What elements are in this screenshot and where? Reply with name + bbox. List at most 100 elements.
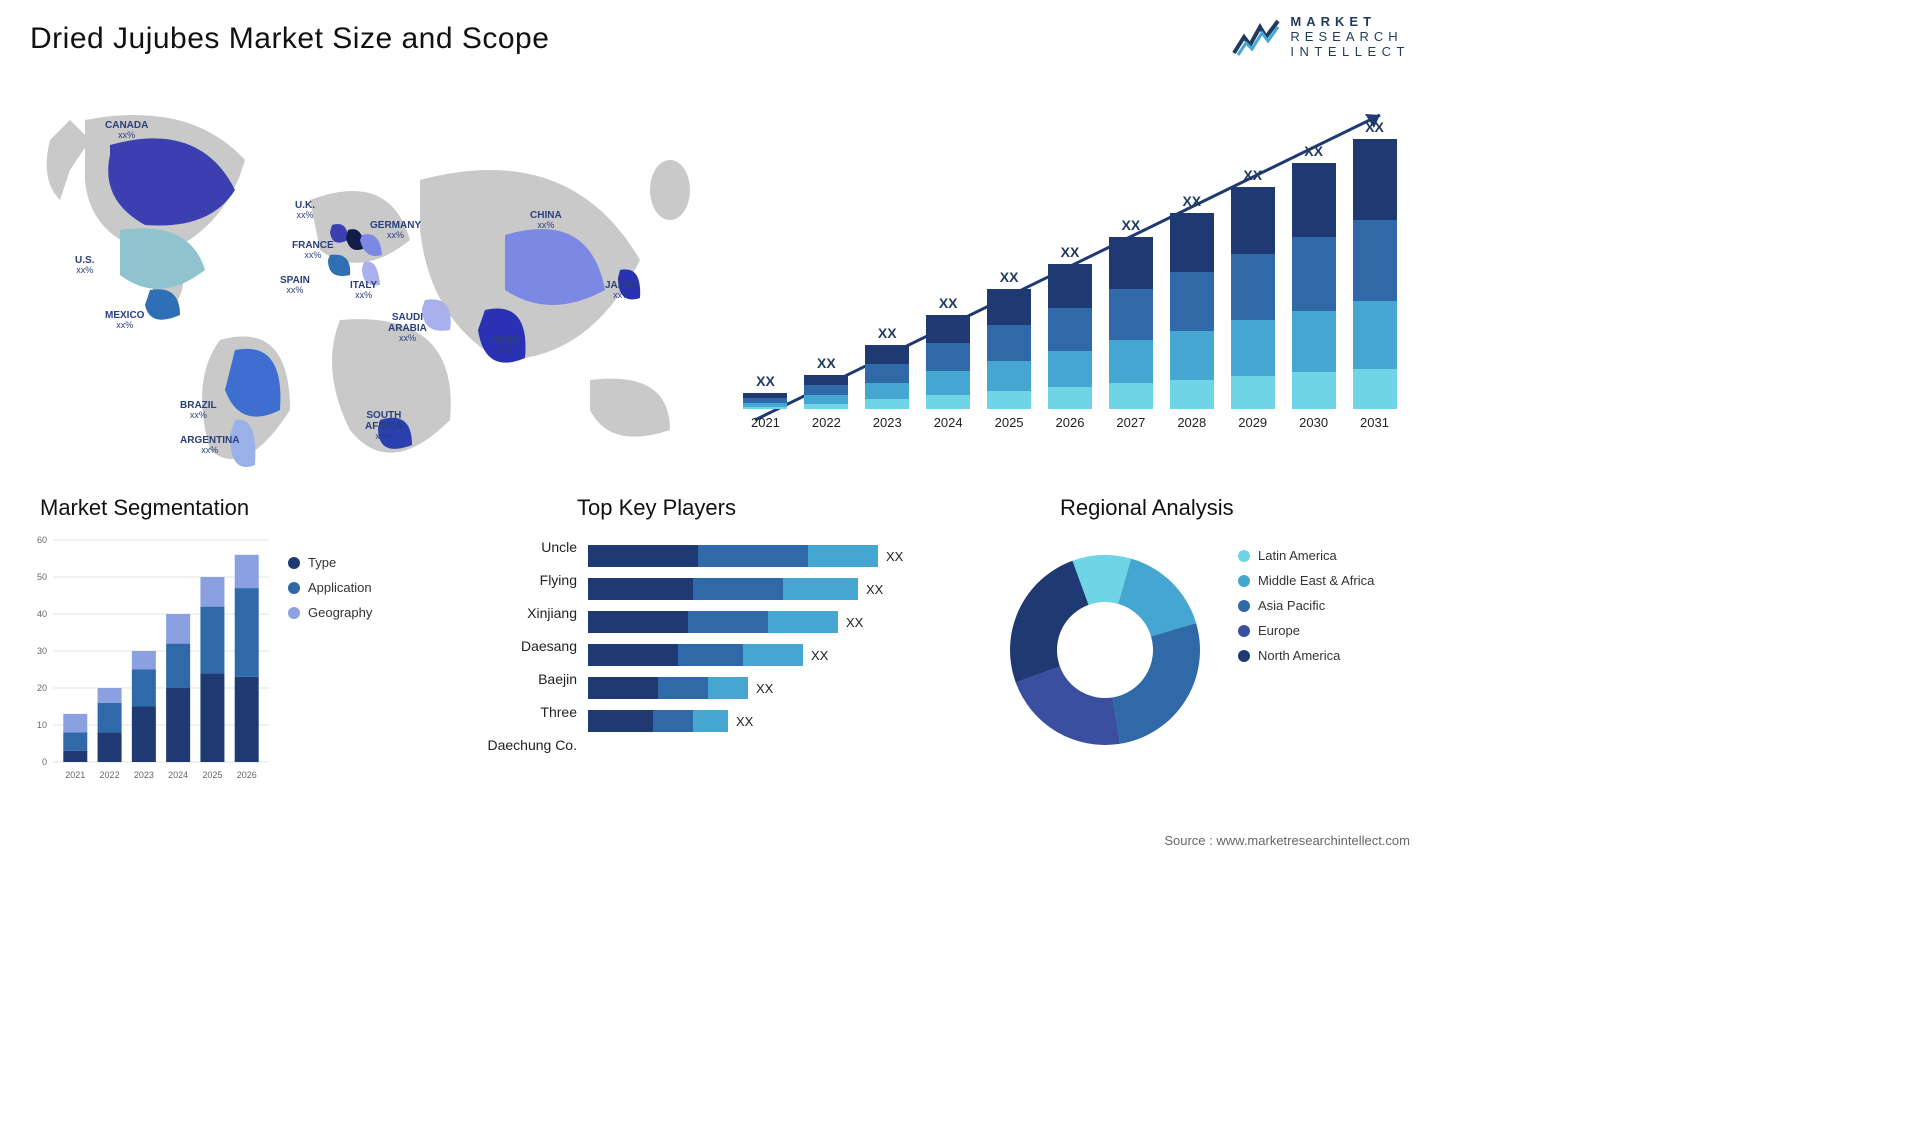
growth-bar-year: 2031 — [1360, 415, 1389, 430]
player-row: XX — [588, 677, 938, 699]
growth-bar-column: XX 2031 — [1349, 119, 1400, 430]
logo-line3: INTELLECT — [1290, 45, 1410, 60]
logo-line2: RESEARCH — [1290, 30, 1410, 45]
growth-bar-value: XX — [817, 355, 836, 371]
map-country-label: U.K.xx% — [295, 200, 315, 221]
regional-legend: Latin America Middle East & Africa Asia Pa… — [1238, 548, 1374, 673]
legend-item: Middle East & Africa — [1238, 573, 1374, 588]
map-country-label: JAPANxx% — [605, 280, 638, 301]
regional-donut — [995, 540, 1215, 760]
growth-bar-year: 2024 — [934, 415, 963, 430]
growth-bar-column: XX2029 — [1227, 167, 1278, 430]
growth-bar-year: 2021 — [751, 415, 780, 430]
legend-item: Latin America — [1238, 548, 1374, 563]
player-name: Daechung Co. — [472, 728, 577, 761]
growth-bar-column: XX 2027 — [1105, 217, 1156, 430]
segmentation-legend: Type Application Geography — [288, 555, 372, 630]
svg-text:2026: 2026 — [237, 770, 257, 780]
player-name: Daesang — [472, 629, 577, 662]
growth-bar-year: 2027 — [1116, 415, 1145, 430]
growth-bar-year: 2030 — [1299, 415, 1328, 430]
map-country-label: ITALYxx% — [350, 280, 377, 301]
growth-bar-column: XX 2021 — [740, 373, 791, 430]
growth-bar-column: XX 2023 — [862, 325, 913, 430]
growth-bar-column: XX 2025 — [984, 269, 1035, 430]
svg-text:30: 30 — [37, 646, 47, 656]
player-name: Xinjiang — [472, 596, 577, 629]
growth-bar-chart: XX2021XX2022XX2023XX2024XX2025XX2026XX20… — [740, 90, 1400, 460]
logo-icon — [1232, 17, 1280, 57]
player-row: XX — [588, 578, 938, 600]
legend-item: Geography — [288, 605, 372, 620]
map-country-label: ARGENTINAxx% — [180, 435, 239, 456]
growth-bar-column: XX 2030 — [1288, 143, 1339, 430]
growth-bar-value: XX — [1365, 119, 1384, 135]
growth-bar-year: 2026 — [1056, 415, 1085, 430]
map-country-label: BRAZILxx% — [180, 400, 217, 421]
growth-bar-column: XX 2022 — [801, 355, 852, 430]
growth-bar-column: XX 2026 — [1045, 244, 1096, 430]
player-name: Baejin — [472, 662, 577, 695]
map-country-label: SAUDIARABIAxx% — [388, 312, 427, 344]
player-value: XX — [811, 648, 828, 663]
map-country-label: GERMANYxx% — [370, 220, 421, 241]
player-name: Three — [472, 695, 577, 728]
player-row: XX — [588, 710, 938, 732]
growth-bar-value: XX — [756, 373, 775, 389]
svg-text:50: 50 — [37, 572, 47, 582]
source-caption: Source : www.marketresearchintellect.com — [1164, 833, 1410, 848]
legend-item: Application — [288, 580, 372, 595]
map-country-label: U.S.xx% — [75, 255, 94, 276]
page-title: Dried Jujubes Market Size and Scope — [30, 22, 549, 56]
growth-bar-year: 2028 — [1177, 415, 1206, 430]
legend-item: Asia Pacific — [1238, 598, 1374, 613]
player-value: XX — [736, 714, 753, 729]
svg-text:2024: 2024 — [168, 770, 188, 780]
map-country-label: INDIAxx% — [492, 335, 519, 356]
svg-text:2023: 2023 — [134, 770, 154, 780]
regional-title: Regional Analysis — [1060, 495, 1234, 521]
growth-bar-value: XX — [1061, 244, 1080, 260]
growth-bar-value: XX — [1122, 217, 1141, 233]
segmentation-title: Market Segmentation — [40, 495, 249, 521]
player-name: Flying — [472, 563, 577, 596]
map-country-label: MEXICOxx% — [105, 310, 144, 331]
player-name: Uncle — [472, 530, 577, 563]
growth-bar-value: XX — [939, 295, 958, 311]
growth-bar-year: 2023 — [873, 415, 902, 430]
growth-bar-value: XX — [1182, 193, 1201, 209]
map-country-label: SPAINxx% — [280, 275, 310, 296]
legend-item: Type — [288, 555, 372, 570]
svg-text:2021: 2021 — [65, 770, 85, 780]
growth-bar-year: 2022 — [812, 415, 841, 430]
growth-bar-column: XX 2024 — [923, 295, 974, 430]
player-value: XX — [866, 582, 883, 597]
map-country-label: CHINAxx% — [530, 210, 562, 231]
player-value: XX — [846, 615, 863, 630]
legend-item: North America — [1238, 648, 1374, 663]
svg-text:20: 20 — [37, 683, 47, 693]
growth-bar-value: XX — [878, 325, 897, 341]
players-name-column: UncleFlyingXinjiangDaesangBaejinThreeDae… — [472, 530, 577, 761]
players-bars: XX XX XX XX XX XX — [588, 545, 938, 785]
svg-text:2025: 2025 — [202, 770, 222, 780]
svg-text:2022: 2022 — [100, 770, 120, 780]
player-row: XX — [588, 545, 938, 567]
growth-bar-value: XX — [1000, 269, 1019, 285]
logo-line1: MARKET — [1290, 15, 1410, 30]
map-country-label: CANADAxx% — [105, 120, 148, 141]
growth-bar-value: XX — [1304, 143, 1323, 159]
svg-text:10: 10 — [37, 720, 47, 730]
player-value: XX — [756, 681, 773, 696]
player-value: XX — [886, 549, 903, 564]
brand-logo: MARKET RESEARCH INTELLECT — [1232, 15, 1410, 60]
players-title: Top Key Players — [577, 495, 736, 521]
growth-bar-year: 2025 — [995, 415, 1024, 430]
player-row: XX — [588, 611, 938, 633]
svg-text:40: 40 — [37, 609, 47, 619]
player-row: XX — [588, 644, 938, 666]
svg-text:0: 0 — [42, 757, 47, 767]
growth-bar-column: XX 2028 — [1166, 193, 1217, 430]
svg-text:60: 60 — [37, 535, 47, 545]
growth-bar-value: XX — [1243, 167, 1262, 183]
